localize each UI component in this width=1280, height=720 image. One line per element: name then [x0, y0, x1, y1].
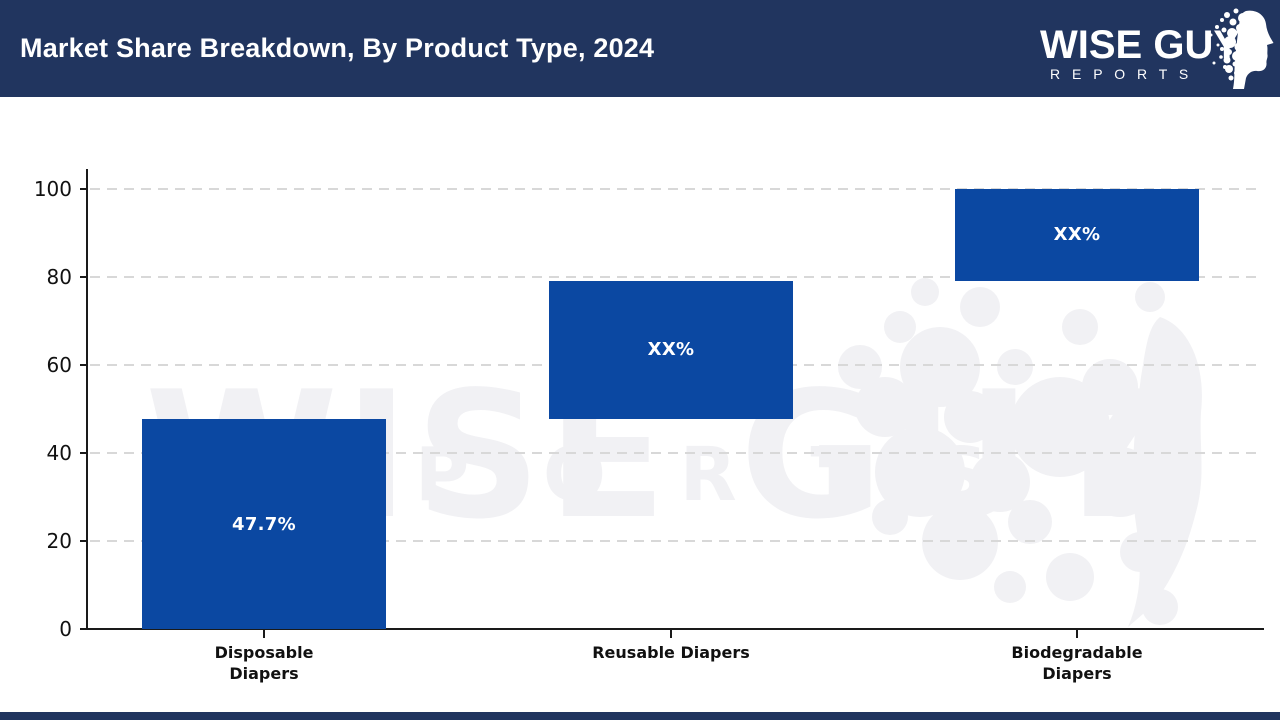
- header-bar: Market Share Breakdown, By Product Type,…: [0, 0, 1280, 97]
- gridline-100: [90, 188, 1262, 190]
- bar-value-label-1: 47.7%: [232, 513, 296, 535]
- x-tick-3: [1076, 630, 1078, 638]
- x-category-label-1: Disposable Diapers: [214, 643, 314, 683]
- footer-bar: [0, 712, 1280, 720]
- x-axis-line: [86, 628, 1264, 630]
- bar-value-label-3: XX%: [1053, 224, 1101, 246]
- x-category-label-2: Reusable Diapers: [592, 643, 750, 662]
- y-tick-0: [80, 628, 88, 630]
- gridline-80: [90, 276, 1262, 278]
- y-tick-label-0: 0: [59, 617, 72, 641]
- bar-3: XX%: [955, 189, 1199, 281]
- y-tick-label-20: 20: [46, 529, 72, 553]
- y-tick-40: [80, 452, 88, 454]
- y-tick-label-60: 60: [46, 353, 72, 377]
- y-axis-line: [86, 169, 88, 630]
- y-tick-60: [80, 364, 88, 366]
- y-tick-label-80: 80: [46, 265, 72, 289]
- watermark-face-icon: [838, 278, 1202, 627]
- gridline-40: [90, 452, 1262, 454]
- bar-2: XX%: [549, 280, 793, 420]
- x-category-label-3: Biodegradable Diapers: [1011, 643, 1143, 683]
- brand-logo: WISE GUY R E P O R T S: [1036, 5, 1276, 93]
- y-tick-100: [80, 188, 88, 190]
- brand-logo-graphic: WISE GUY R E P O R T S: [1040, 8, 1274, 90]
- gridline-20: [90, 540, 1262, 542]
- y-tick-label-40: 40: [46, 441, 72, 465]
- y-tick-20: [80, 540, 88, 542]
- chart-title: Market Share Breakdown, By Product Type,…: [20, 33, 655, 63]
- bar-1: 47.7%: [142, 419, 386, 629]
- logo-face-icon: [1209, 8, 1274, 90]
- y-tick-label-100: 100: [33, 177, 72, 201]
- x-tick-1: [263, 630, 265, 638]
- y-tick-80: [80, 276, 88, 278]
- x-tick-2: [670, 630, 672, 638]
- bar-value-label-2: XX%: [647, 339, 695, 361]
- logo-text-wiseguy: WISE GUY: [1040, 23, 1240, 67]
- logo-text-reports: R E P O R T S: [1050, 66, 1192, 82]
